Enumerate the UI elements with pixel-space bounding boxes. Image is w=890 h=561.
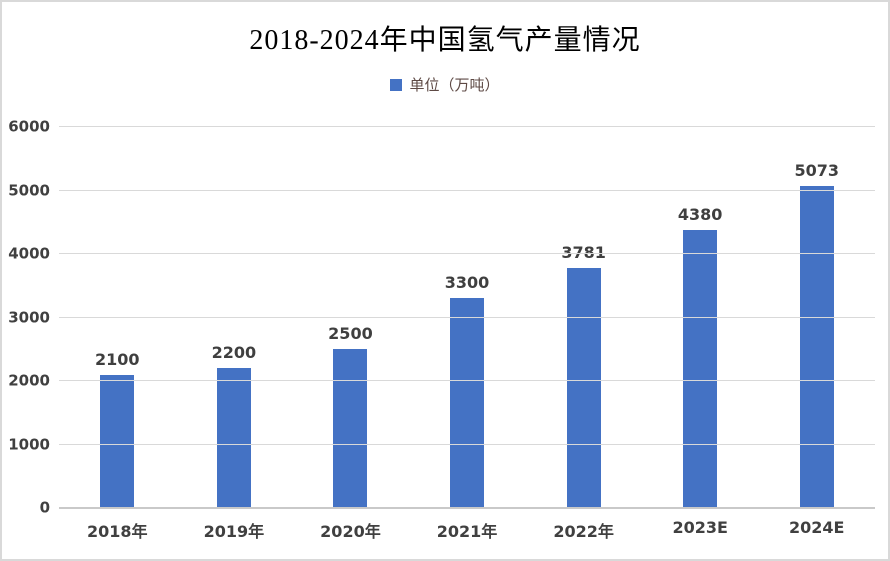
bar[interactable] (333, 349, 368, 508)
gridline (59, 380, 875, 381)
bar-value-label: 5073 (794, 160, 840, 180)
bar-cell: 5073 (758, 127, 875, 508)
legend-swatch-icon (390, 78, 403, 91)
legend: 单位（万吨） (2, 74, 888, 95)
gridline (59, 316, 875, 318)
y-tick-label: 5000 (8, 181, 50, 199)
chart-title: 2018-2024年中国氢气产量情况 (249, 25, 641, 56)
bar-value-label: 4380 (677, 204, 723, 224)
y-tick-label: 3000 (8, 308, 50, 326)
y-tick-label: 2000 (8, 371, 50, 390)
bar[interactable] (216, 368, 251, 508)
bar-cell: 2200 (176, 127, 293, 508)
gridline (59, 443, 875, 445)
gridline (59, 253, 875, 254)
gridline (59, 189, 875, 191)
bar-value-label: 2100 (95, 349, 140, 369)
x-axis: 2018年 2019年 2020年 2021年 2022年 2023E 2024E (59, 518, 875, 542)
y-tick-label: 1000 (8, 435, 50, 453)
bar-cell: 2500 (292, 127, 409, 508)
x-tick-label: 2021年 (436, 522, 498, 541)
bar[interactable] (799, 185, 834, 508)
bar-cell: 2100 (59, 127, 176, 508)
y-tick-label: 4000 (8, 244, 50, 263)
y-axis: 0 1000 2000 3000 4000 5000 6000 (2, 119, 50, 515)
bar[interactable] (566, 267, 601, 508)
bar-value-label: 3781 (561, 242, 606, 262)
bars-row: 2100 2200 2500 3300 3781 4380 5073 (59, 127, 875, 508)
bar-cell: 3781 (525, 127, 642, 508)
x-tick-label: 2024E (789, 518, 845, 537)
bar[interactable] (450, 298, 485, 508)
bar[interactable] (683, 229, 718, 508)
x-tick-label: 2022年 (553, 522, 614, 541)
x-axis-line (59, 507, 875, 509)
bar-value-label: 2200 (211, 343, 257, 363)
y-tick-label: 0 (39, 498, 50, 517)
x-tick-label: 2018年 (87, 522, 148, 541)
bar[interactable] (100, 374, 135, 508)
x-tick-label: 2019年 (203, 522, 265, 541)
x-tick-label: 2020年 (320, 522, 381, 541)
y-tick-label: 6000 (8, 117, 50, 136)
bar-cell: 3300 (409, 127, 526, 508)
x-tick-label: 2023E (672, 518, 728, 537)
bar-cell: 4380 (642, 127, 759, 508)
bar-value-label: 2500 (328, 324, 373, 344)
gridline (59, 126, 875, 127)
bar-value-label: 3300 (444, 273, 490, 293)
plot-area: 2100 2200 2500 3300 3781 4380 5073 (59, 126, 875, 509)
legend-label: 单位（万吨） (409, 76, 500, 94)
